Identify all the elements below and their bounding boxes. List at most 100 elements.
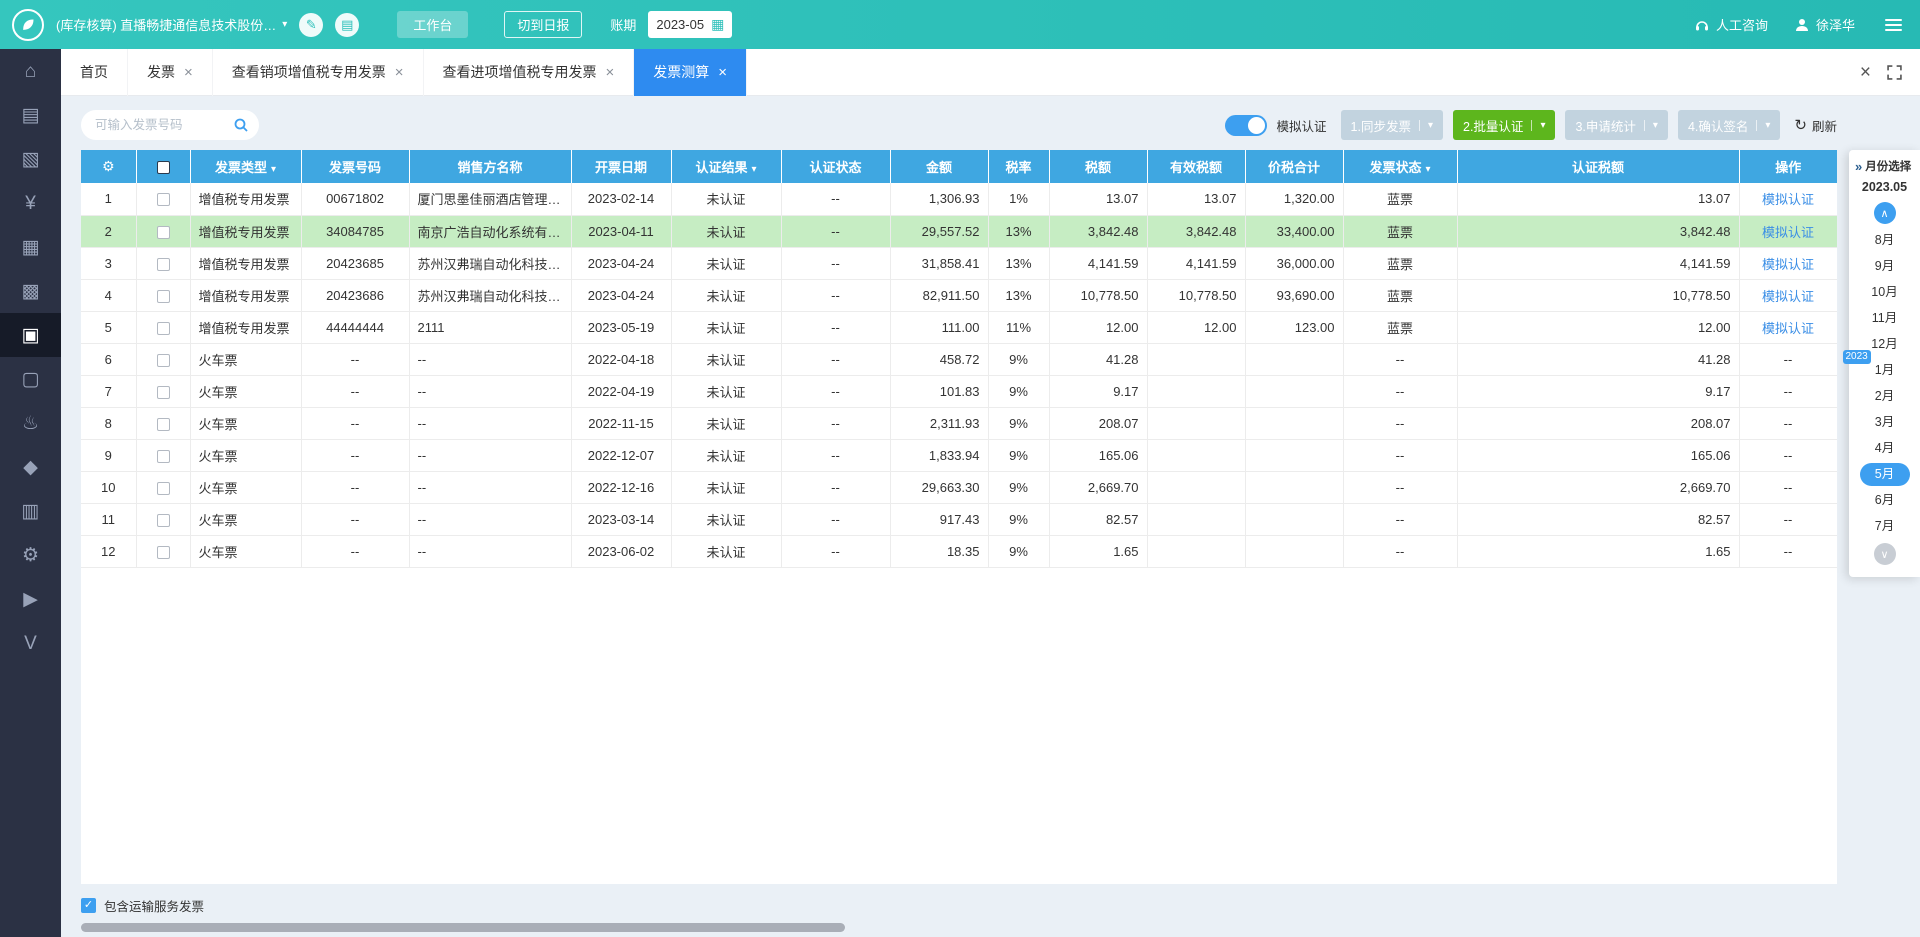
sidebar-item-brand[interactable]: V bbox=[0, 621, 61, 665]
simulate-auth-link[interactable]: 模拟认证 bbox=[1761, 320, 1814, 336]
assets-icon: ▢ bbox=[21, 368, 40, 390]
table-row[interactable]: 7 火车票 -- -- 2022-04-19 未认证 -- 101.83 9% 9.17 -- 9.1… bbox=[81, 375, 1837, 408]
row-checkbox[interactable] bbox=[156, 289, 170, 303]
action-button-4[interactable]: 4.确认签名 ▾ bbox=[1677, 110, 1781, 140]
sidebar-item-service[interactable]: ♨ bbox=[0, 401, 61, 445]
month-12月[interactable]: 12月 bbox=[1871, 337, 1898, 351]
column-header[interactable]: 认证结果 ▾ bbox=[671, 150, 782, 183]
table-row[interactable]: 8 火车票 -- -- 2022-11-15 未认证 -- 2,311.93 9% 208.07-… bbox=[81, 407, 1837, 440]
tab-close-icon[interactable]: × bbox=[184, 63, 193, 81]
simulate-auth-link[interactable]: 模拟认证 bbox=[1761, 256, 1814, 272]
sidebar-item-archive[interactable]: ▥ bbox=[0, 489, 61, 533]
transport-checkbox[interactable]: ✓ bbox=[81, 898, 96, 913]
filter-chevron-icon[interactable]: ▾ bbox=[1425, 164, 1431, 175]
document-icon[interactable]: ▤ bbox=[335, 12, 360, 37]
scroll-up-button[interactable]: ∧ bbox=[1873, 202, 1896, 224]
row-checkbox[interactable] bbox=[156, 449, 170, 463]
simulate-auth-link[interactable]: 模拟认证 bbox=[1761, 224, 1814, 240]
search-icon[interactable] bbox=[233, 117, 249, 133]
row-checkbox[interactable] bbox=[156, 353, 170, 367]
sidebar-item-training[interactable]: ▶ bbox=[0, 577, 61, 621]
row-checkbox[interactable] bbox=[156, 385, 170, 399]
month-9月[interactable]: 9月 bbox=[1874, 259, 1895, 273]
sidebar-item-settings[interactable]: ⚙ bbox=[0, 533, 61, 577]
tab-home[interactable]: 首页 bbox=[61, 48, 128, 96]
table-row[interactable]: 5 增值税专用发票 44444444 2111 2023-05-19 未认证 -- 111.0… bbox=[81, 311, 1837, 344]
action-button-3[interactable]: 3.申请统计 ▾ bbox=[1565, 110, 1668, 140]
row-checkbox[interactable] bbox=[156, 321, 170, 335]
sidebar-item-checkout[interactable]: ◆ bbox=[0, 445, 61, 489]
tab-close-icon[interactable]: × bbox=[394, 63, 404, 81]
table-row[interactable]: 2 增值税专用发票 34084785 南京广浩自动化系统有限责… 2023-04-11 未… bbox=[81, 215, 1837, 248]
sidebar-item-reports[interactable]: ▧ bbox=[0, 137, 61, 181]
tab-invoice[interactable]: 发票 × bbox=[128, 48, 213, 96]
sidebar-item-inventory[interactable]: ▣ bbox=[0, 313, 61, 357]
switch-daily-button[interactable]: 切到日报 bbox=[504, 11, 583, 38]
filter-chevron-icon[interactable]: ▾ bbox=[751, 164, 757, 175]
month-2月[interactable]: 2月 bbox=[1874, 389, 1895, 403]
sidebar-item-bank[interactable]: ▦ bbox=[0, 225, 61, 269]
row-checkbox[interactable] bbox=[156, 257, 170, 271]
table-row[interactable]: 4 增值税专用发票 20423686 苏州汉弗瑞自动化科技有限… 2023-04-24 未… bbox=[81, 279, 1837, 312]
tab-close-icon[interactable]: × bbox=[718, 63, 728, 81]
scroll-down-button[interactable]: ∨ bbox=[1873, 543, 1896, 565]
workbench-button[interactable]: 工作台 bbox=[397, 11, 469, 38]
user-menu[interactable]: 徐泽华 bbox=[1794, 15, 1855, 34]
row-checkbox[interactable] bbox=[156, 481, 170, 495]
column-header[interactable]: 发票类型 ▾ bbox=[190, 150, 302, 183]
action-button-1[interactable]: 1.同步发票 ▾ bbox=[1340, 110, 1443, 140]
row-checkbox[interactable] bbox=[156, 545, 170, 559]
fullscreen-icon[interactable] bbox=[1887, 64, 1902, 80]
action-button-2[interactable]: 2.批量认证 ▾ bbox=[1453, 110, 1556, 140]
collapse-icon[interactable]: » bbox=[1855, 158, 1863, 174]
support-link[interactable]: 人工咨询 bbox=[1694, 15, 1768, 34]
simulate-toggle[interactable] bbox=[1224, 114, 1267, 136]
filter-chevron-icon[interactable]: ▾ bbox=[270, 164, 277, 175]
tab-view-input-vat[interactable]: 查看进项增值税专用发票 × bbox=[424, 48, 635, 96]
sidebar-item-modules[interactable]: ▩ bbox=[0, 269, 61, 313]
table-row[interactable]: 9 火车票 -- -- 2022-12-07 未认证 -- 1,833.94 9% 165.06-… bbox=[81, 439, 1837, 472]
simulate-auth-link[interactable]: 模拟认证 bbox=[1761, 288, 1814, 304]
row-checkbox[interactable] bbox=[156, 193, 170, 207]
menu-icon[interactable] bbox=[1885, 18, 1902, 31]
month-6月[interactable]: 6月 bbox=[1874, 493, 1895, 507]
month-5月[interactable]: 5月 bbox=[1859, 463, 1910, 486]
row-checkbox[interactable] bbox=[156, 225, 170, 239]
column-header[interactable]: 发票状态 ▾ bbox=[1343, 150, 1458, 183]
refresh-button[interactable]: ↻ 刷新 bbox=[1794, 116, 1837, 135]
month-11月[interactable]: 11月 bbox=[1871, 311, 1898, 325]
company-selector[interactable]: (库存核算) 直播畅捷通信息技术股份… ▾ bbox=[56, 15, 287, 34]
cell-有效税额 bbox=[1147, 471, 1246, 504]
tab-invoice-calc[interactable]: 发票测算 × bbox=[634, 48, 748, 96]
sidebar-item-tax[interactable]: ¥ bbox=[0, 181, 61, 225]
month-3月[interactable]: 3月 bbox=[1874, 415, 1895, 429]
close-icon[interactable]: × bbox=[1859, 61, 1871, 83]
table-row[interactable]: 11 火车票 -- -- 2023-03-14 未认证 -- 917.43 9% 82.57 -- 8… bbox=[81, 503, 1837, 536]
invoice-table-card: ⚙ 发票类型 ▾ 发票号码 销售方名称 开票日期 认证结果 ▾ 认证状态 金额 税率 税额 有效税额价… bbox=[81, 150, 1837, 884]
month-1月[interactable]: 1月 2023 bbox=[1842, 350, 1910, 382]
cell-操作: 模拟认证 bbox=[1739, 247, 1837, 280]
table-row[interactable]: 1 增值税专用发票 00671802 厦门思墨佳丽酒店管理有限… 2023-02-14 未… bbox=[81, 183, 1837, 216]
search-input[interactable] bbox=[81, 110, 259, 140]
sidebar-item-vouchers[interactable]: ▤ bbox=[0, 93, 61, 137]
tab-close-icon[interactable]: × bbox=[605, 63, 615, 81]
scrollbar-thumb[interactable] bbox=[81, 923, 845, 932]
month-4月[interactable]: 4月 bbox=[1874, 441, 1895, 455]
row-checkbox[interactable] bbox=[156, 513, 170, 527]
period-selector[interactable]: 2023-05 ▦ bbox=[648, 11, 733, 38]
month-10月[interactable]: 10月 bbox=[1871, 285, 1898, 299]
select-all-checkbox[interactable] bbox=[156, 161, 170, 175]
table-row[interactable]: 3 增值税专用发票 20423685 苏州汉弗瑞自动化科技有限… 2023-04-24 未… bbox=[81, 247, 1837, 280]
settings-column-header[interactable]: ⚙ bbox=[81, 150, 137, 183]
month-8月[interactable]: 8月 bbox=[1874, 233, 1895, 247]
table-row[interactable]: 10 火车票 -- -- 2022-12-16 未认证 -- 29,663.30 9% 2,669… bbox=[81, 471, 1837, 504]
edit-icon[interactable]: ✎ bbox=[299, 12, 324, 37]
sidebar-item-assets[interactable]: ▢ bbox=[0, 357, 61, 401]
row-checkbox[interactable] bbox=[156, 417, 170, 431]
month-7月[interactable]: 7月 bbox=[1874, 519, 1895, 533]
simulate-auth-link[interactable]: 模拟认证 bbox=[1761, 192, 1814, 208]
table-row[interactable]: 6 火车票 -- -- 2022-04-18 未认证 -- 458.72 9% 41.28 -- 41… bbox=[81, 343, 1837, 376]
sidebar-item-home[interactable]: ⌂ bbox=[0, 49, 61, 93]
tab-view-output-vat[interactable]: 查看销项增值税专用发票 × bbox=[213, 48, 424, 96]
table-row[interactable]: 12 火车票 -- -- 2023-06-02 未认证 -- 18.35 9% 1.65 -- 1.6… bbox=[81, 535, 1837, 568]
